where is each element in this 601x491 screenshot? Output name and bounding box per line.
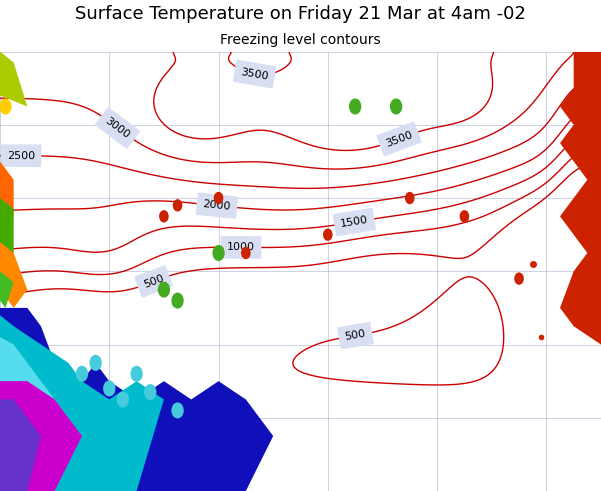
Circle shape [324, 229, 332, 240]
Circle shape [172, 293, 183, 308]
Circle shape [213, 246, 224, 260]
Polygon shape [0, 400, 41, 491]
Circle shape [76, 366, 87, 381]
Polygon shape [0, 198, 14, 253]
Text: 3500: 3500 [384, 129, 414, 148]
Circle shape [515, 273, 523, 284]
Circle shape [460, 211, 469, 222]
Polygon shape [0, 315, 164, 491]
Polygon shape [0, 271, 14, 308]
Text: 2500: 2500 [7, 151, 35, 161]
Polygon shape [0, 162, 14, 217]
Circle shape [104, 381, 115, 396]
Circle shape [406, 192, 414, 204]
Circle shape [145, 385, 156, 400]
Circle shape [159, 282, 169, 297]
Polygon shape [0, 308, 273, 491]
Circle shape [131, 366, 142, 381]
Circle shape [391, 99, 401, 114]
Circle shape [160, 211, 168, 222]
Polygon shape [0, 337, 69, 491]
Circle shape [350, 99, 361, 114]
Polygon shape [0, 381, 82, 491]
Text: Freezing level contours: Freezing level contours [220, 33, 381, 47]
Text: 1000: 1000 [227, 242, 255, 252]
Circle shape [215, 192, 222, 204]
Polygon shape [0, 235, 27, 308]
Circle shape [172, 403, 183, 418]
Polygon shape [560, 52, 601, 345]
Text: 3000: 3000 [103, 115, 132, 140]
Circle shape [242, 247, 250, 258]
Text: 500: 500 [344, 329, 367, 342]
Circle shape [90, 355, 101, 370]
Circle shape [174, 200, 182, 211]
Polygon shape [0, 52, 27, 107]
Text: Surface Temperature on Friday 21 Mar at 4am -02: Surface Temperature on Friday 21 Mar at … [75, 5, 526, 24]
Text: 3500: 3500 [240, 67, 269, 82]
Text: 500: 500 [142, 273, 165, 290]
Text: 2000: 2000 [203, 199, 231, 212]
Circle shape [0, 99, 11, 114]
Text: 1500: 1500 [340, 215, 369, 229]
Circle shape [117, 392, 129, 407]
